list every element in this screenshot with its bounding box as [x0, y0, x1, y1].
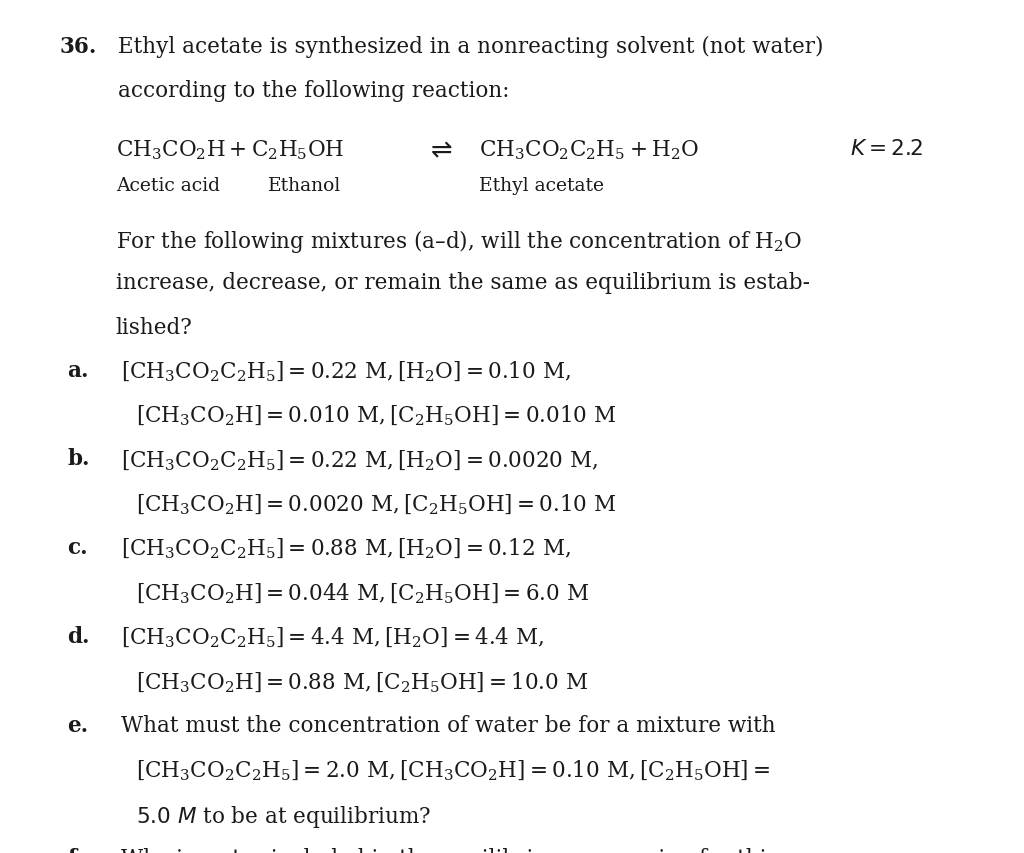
Text: $\mathregular{[CH_3CO_2H] = 0.010\ M, [C_2H_5OH] = 0.010\ M}$: $\mathregular{[CH_3CO_2H] = 0.010\ M, [C…	[136, 403, 616, 427]
Text: $\rightleftharpoons$: $\rightleftharpoons$	[425, 138, 453, 164]
Text: $K = 2.2$: $K = 2.2$	[850, 138, 924, 160]
Text: Ethanol: Ethanol	[268, 177, 342, 194]
Text: Why is water included in the equilibrium expression for this: Why is water included in the equilibrium…	[121, 847, 777, 853]
Text: $\mathregular{CH_3CO_2H + C_2H_5OH}$: $\mathregular{CH_3CO_2H + C_2H_5OH}$	[116, 138, 344, 162]
Text: increase, decrease, or remain the same as equilibrium is estab-: increase, decrease, or remain the same a…	[116, 272, 810, 294]
Text: $\mathregular{[CH_3CO_2H] = 0.044\ M, [C_2H_5OH] = 6.0\ M}$: $\mathregular{[CH_3CO_2H] = 0.044\ M, [C…	[136, 581, 590, 605]
Text: $\mathregular{[CH_3CO_2C_2H_5] = 0.22\ M, [H_2O] = 0.10\ M,}$: $\mathregular{[CH_3CO_2C_2H_5] = 0.22\ M…	[121, 359, 570, 383]
Text: $\mathregular{[CH_3CO_2H] = 0.88\ M, [C_2H_5OH] = 10.0\ M}$: $\mathregular{[CH_3CO_2H] = 0.88\ M, [C_…	[136, 670, 589, 693]
Text: What must the concentration of water be for a mixture with: What must the concentration of water be …	[121, 714, 775, 736]
Text: lished?: lished?	[116, 316, 193, 339]
Text: Ethyl acetate is synthesized in a nonreacting solvent (not water): Ethyl acetate is synthesized in a nonrea…	[118, 36, 823, 58]
Text: c.: c.	[68, 537, 88, 559]
Text: e.: e.	[68, 714, 89, 736]
Text: d.: d.	[68, 625, 90, 647]
Text: $\mathregular{[CH_3CO_2C_2H_5] = 4.4\ M, [H_2O] = 4.4\ M,}$: $\mathregular{[CH_3CO_2C_2H_5] = 4.4\ M,…	[121, 625, 544, 649]
Text: $5.0\ M$ to be at equilibrium?: $5.0\ M$ to be at equilibrium?	[136, 803, 431, 828]
Text: For the following mixtures (a–d), will the concentration of $\mathregular{H_2O}$: For the following mixtures (a–d), will t…	[116, 228, 802, 255]
Text: 36.: 36.	[59, 36, 96, 58]
Text: $\mathregular{[CH_3CO_2C_2H_5] = 0.22\ M, [H_2O] = 0.0020\ M,}$: $\mathregular{[CH_3CO_2C_2H_5] = 0.22\ M…	[121, 448, 598, 472]
Text: a.: a.	[68, 359, 89, 381]
Text: Acetic acid: Acetic acid	[116, 177, 220, 194]
Text: according to the following reaction:: according to the following reaction:	[118, 80, 509, 102]
Text: $\mathregular{[CH_3CO_2C_2H_5] = 0.88\ M, [H_2O] = 0.12\ M,}$: $\mathregular{[CH_3CO_2C_2H_5] = 0.88\ M…	[121, 537, 570, 560]
Text: $\mathregular{[CH_3CO_2C_2H_5] = 2.0\ M, [CH_3CO_2H] = 0.10\ M, [C_2H_5OH] =}$: $\mathregular{[CH_3CO_2C_2H_5] = 2.0\ M,…	[136, 758, 770, 782]
Text: Ethyl acetate: Ethyl acetate	[479, 177, 604, 194]
Text: b.: b.	[68, 448, 90, 470]
Text: $\mathregular{[CH_3CO_2H] = 0.0020\ M, [C_2H_5OH] = 0.10\ M}$: $\mathregular{[CH_3CO_2H] = 0.0020\ M, […	[136, 492, 616, 516]
Text: $\mathregular{CH_3CO_2C_2H_5 + H_2O}$: $\mathregular{CH_3CO_2C_2H_5 + H_2O}$	[479, 138, 699, 162]
Text: f.: f.	[68, 847, 84, 853]
